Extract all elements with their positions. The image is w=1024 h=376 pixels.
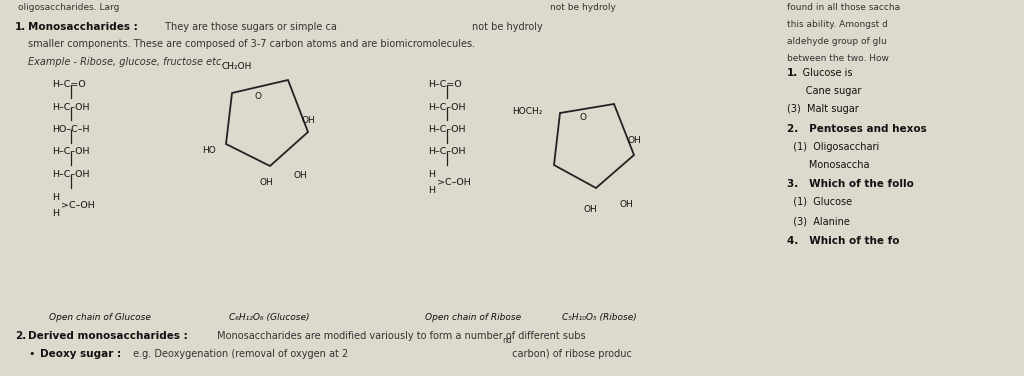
Text: C₅H₁₀O₅ (Ribose): C₅H₁₀O₅ (Ribose) <box>562 313 637 322</box>
Text: OH: OH <box>628 136 642 145</box>
Text: >C–OH: >C–OH <box>61 200 95 209</box>
Text: 3.   Which of the follo: 3. Which of the follo <box>787 179 913 189</box>
Text: not be hydroly: not be hydroly <box>550 3 615 12</box>
Text: OH: OH <box>260 178 273 187</box>
Text: OH: OH <box>294 171 308 180</box>
Text: 1.: 1. <box>787 68 799 78</box>
Text: Deoxy sugar :: Deoxy sugar : <box>40 349 121 359</box>
Text: HO: HO <box>202 146 216 155</box>
Text: H–C–OH: H–C–OH <box>428 103 466 112</box>
Text: this ability. Amongst d: this ability. Amongst d <box>787 20 888 29</box>
Text: Monosaccha: Monosaccha <box>787 160 869 170</box>
Text: HOCH₂: HOCH₂ <box>512 107 543 116</box>
Text: between the two. How: between the two. How <box>787 54 889 63</box>
Text: HO–C–H: HO–C–H <box>52 125 89 134</box>
Text: aldehyde group of glu: aldehyde group of glu <box>787 37 887 46</box>
Text: >C–OH: >C–OH <box>437 178 471 187</box>
Text: O: O <box>580 113 587 122</box>
Text: smaller components. These are composed of 3-7 carbon atoms and are biomicromolec: smaller components. These are composed o… <box>28 39 475 49</box>
Text: H–C–OH: H–C–OH <box>428 125 466 134</box>
Text: 2.   Pentoses and hexos: 2. Pentoses and hexos <box>787 124 927 134</box>
Text: H: H <box>52 209 59 217</box>
Text: H–C=O: H–C=O <box>428 80 462 89</box>
Text: •: • <box>28 349 35 359</box>
Text: H–C–OH: H–C–OH <box>52 103 89 112</box>
Text: (3)  Alanine: (3) Alanine <box>787 216 850 226</box>
Text: found in all those saccha: found in all those saccha <box>787 3 900 12</box>
Text: Monosaccharides are modified variously to form a number of different subs: Monosaccharides are modified variously t… <box>214 331 586 341</box>
Text: H–C–OH: H–C–OH <box>428 147 466 156</box>
Text: Glucose is: Glucose is <box>787 68 853 78</box>
Text: H–C–OH: H–C–OH <box>52 170 89 179</box>
Text: Example - Ribose, glucose, fructose etc.: Example - Ribose, glucose, fructose etc. <box>28 57 224 67</box>
Text: H–C–OH: H–C–OH <box>52 147 89 156</box>
Text: (1)  Oligosacchari: (1) Oligosacchari <box>787 142 880 152</box>
Text: H: H <box>428 186 435 195</box>
Text: Monosaccharides :: Monosaccharides : <box>28 22 138 32</box>
Text: They are those sugars or simple ca: They are those sugars or simple ca <box>162 22 337 32</box>
Text: not be hydroly: not be hydroly <box>472 22 543 32</box>
Text: Cane sugar: Cane sugar <box>787 86 861 96</box>
Text: nd: nd <box>502 336 512 345</box>
Text: C₆H₁₂O₆ (Glucose): C₆H₁₂O₆ (Glucose) <box>229 313 309 322</box>
Text: 4.   Which of the fo: 4. Which of the fo <box>787 236 899 246</box>
Text: CH₂OH: CH₂OH <box>222 62 252 71</box>
Text: (3)  Malt sugar: (3) Malt sugar <box>787 104 859 114</box>
Text: H: H <box>52 193 59 202</box>
Text: Open chain of Ribose: Open chain of Ribose <box>425 313 521 322</box>
Text: OH: OH <box>620 200 634 209</box>
Text: 1.: 1. <box>15 22 27 32</box>
Text: (1)  Glucose: (1) Glucose <box>787 197 852 207</box>
Text: H–C=O: H–C=O <box>52 80 86 89</box>
Text: e.g. Deoxygenation (removal of oxygen at 2: e.g. Deoxygenation (removal of oxygen at… <box>130 349 348 359</box>
Text: H: H <box>428 170 435 179</box>
Text: OH: OH <box>584 205 598 214</box>
Text: 2.: 2. <box>15 331 27 341</box>
Text: Open chain of Glucose: Open chain of Glucose <box>49 313 151 322</box>
Text: OH: OH <box>302 116 315 125</box>
Text: carbon) of ribose produc: carbon) of ribose produc <box>509 349 632 359</box>
Text: O: O <box>255 92 262 101</box>
Text: oligosaccharides. Larg: oligosaccharides. Larg <box>18 3 120 12</box>
Text: Derived monosaccharides :: Derived monosaccharides : <box>28 331 187 341</box>
